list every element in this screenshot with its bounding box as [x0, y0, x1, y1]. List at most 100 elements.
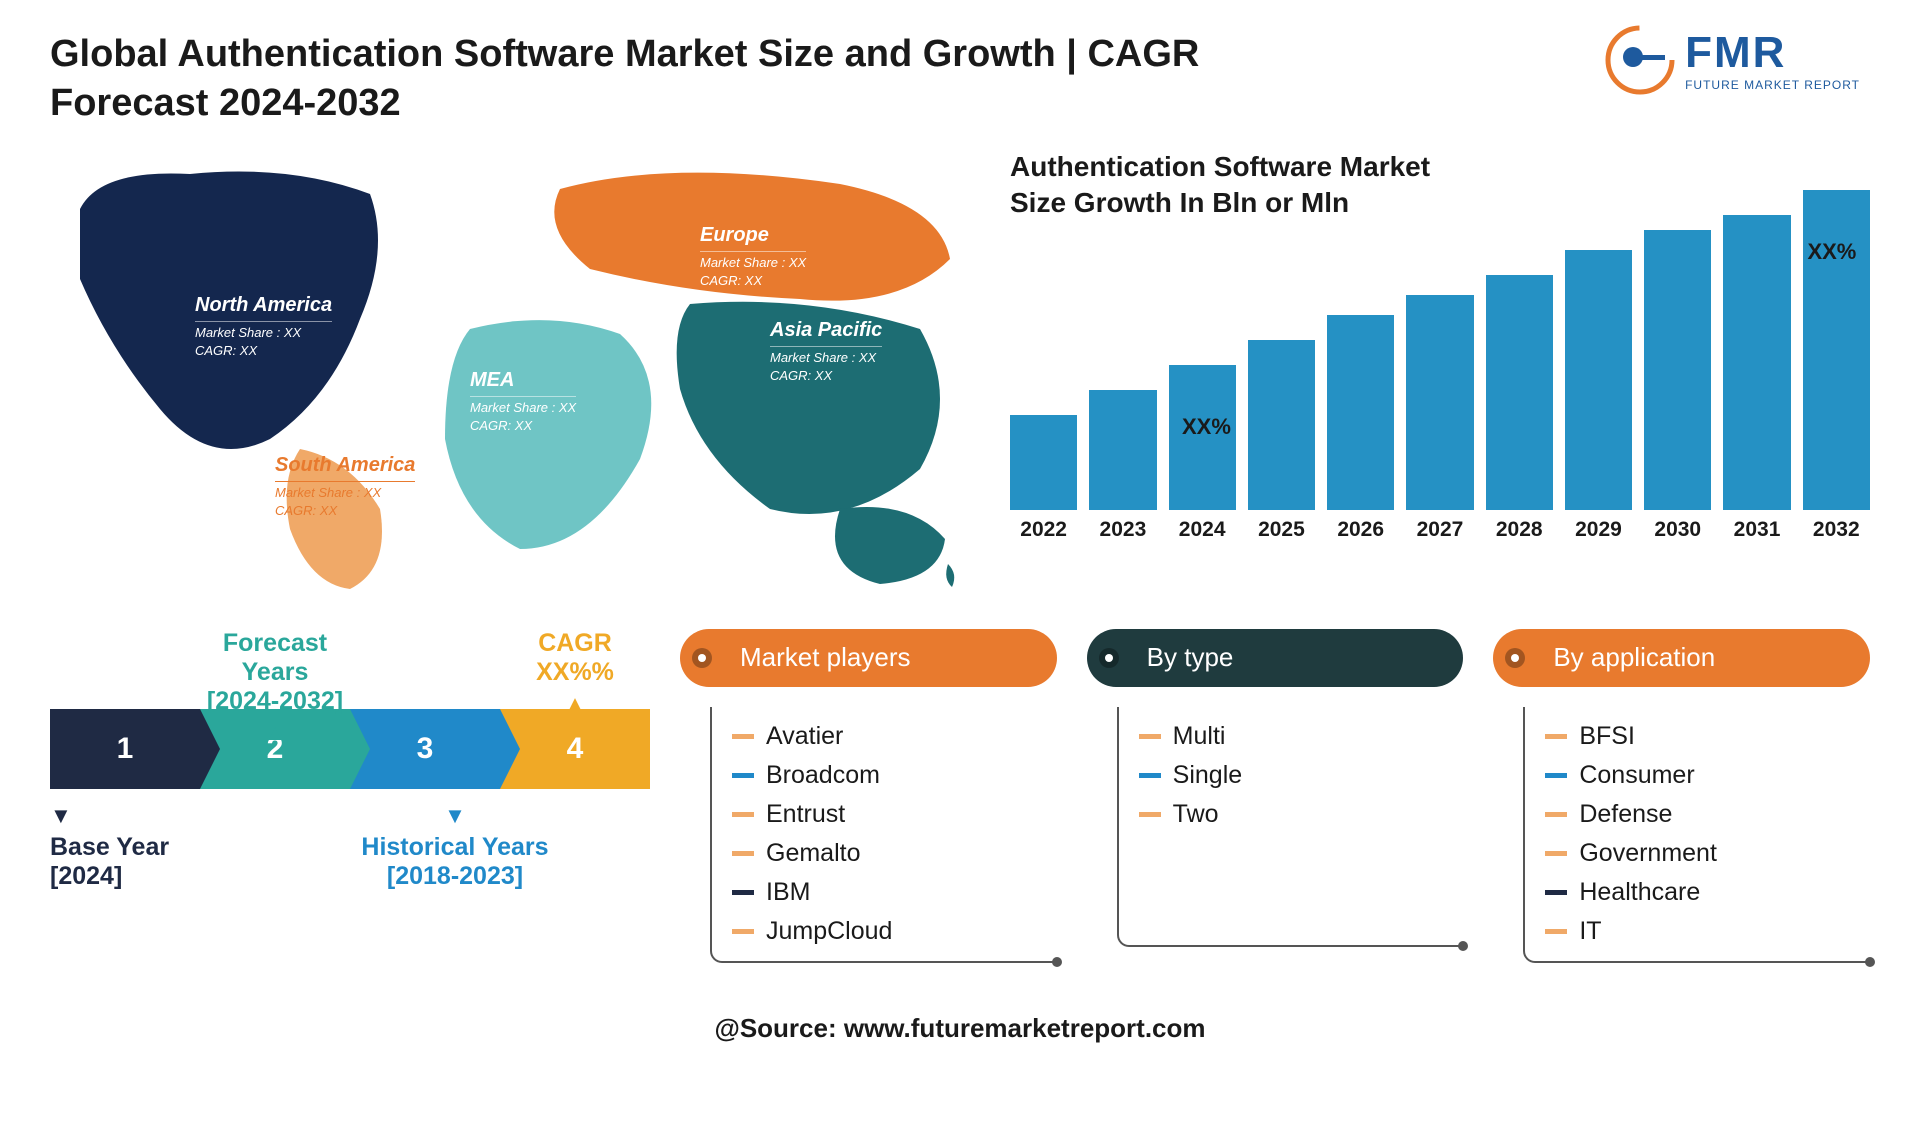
region-cagr: CAGR: XX [195, 340, 332, 358]
timeline-seg-1: 1 [50, 709, 200, 789]
bar-2024: 2024 [1169, 365, 1236, 542]
list-item: Avatier [712, 717, 1057, 756]
timeline-label-cagr: CAGRXX%%▲ [500, 629, 650, 721]
tl-text: Base Year [50, 833, 169, 861]
bar-year-label: 2027 [1417, 518, 1464, 542]
list-item: Entrust [712, 795, 1057, 834]
region-share: Market Share : XX [700, 251, 806, 270]
list-item: Single [1119, 756, 1464, 795]
item-text: Single [1173, 761, 1243, 790]
bar-year-label: 2028 [1496, 518, 1543, 542]
region-name: Europe [700, 224, 806, 247]
fmr-logo: FMR FUTURE MARKET REPORT [1605, 25, 1860, 95]
bar-annotation: XX% [1807, 239, 1856, 265]
region-share: Market Share : XX [770, 346, 882, 365]
bar-year-label: 2023 [1100, 518, 1147, 542]
region-share: Market Share : XX [470, 396, 576, 415]
timeline: 1234 Forecast Years[2024-2032]▲CAGRXX%%▲… [50, 629, 650, 789]
region-mea: MEA Market Share : XX CAGR: XX [470, 369, 576, 433]
page-title: Global Authentication Software Market Si… [50, 30, 1300, 129]
item-mark-icon [732, 773, 754, 778]
region-cagr: CAGR: XX [700, 270, 806, 288]
item-mark-icon [1545, 929, 1567, 934]
item-text: Broadcom [766, 761, 880, 790]
bar-2029: 2029 [1565, 250, 1632, 542]
bar-year-label: 2031 [1734, 518, 1781, 542]
bar-rect [1248, 340, 1315, 510]
bar-year-label: 2032 [1813, 518, 1860, 542]
item-text: Government [1579, 839, 1717, 868]
list-item: Two [1119, 795, 1464, 834]
category-list: Multi Single Two [1117, 707, 1464, 947]
bar-rect [1406, 295, 1473, 510]
region-share: Market Share : XX [275, 481, 415, 500]
logo-text-sub: FUTURE MARKET REPORT [1685, 78, 1860, 92]
bar-year-label: 2030 [1654, 518, 1701, 542]
category-by-application: By applicationBFSIConsumerDefenseGovernm… [1493, 629, 1870, 963]
item-mark-icon [1545, 851, 1567, 856]
bar-rect [1010, 415, 1077, 510]
tl-text: Historical Years [361, 833, 548, 861]
region-name: Asia Pacific [770, 319, 882, 342]
bar-rect [1644, 230, 1711, 510]
item-mark-icon [732, 851, 754, 856]
region-share: Market Share : XX [195, 321, 332, 340]
category-list: BFSI Consumer Defense Government Healthcare I… [1523, 707, 1870, 963]
item-mark-icon [732, 929, 754, 934]
item-text: Multi [1173, 722, 1226, 751]
list-item: Gemalto [712, 834, 1057, 873]
bar-2030: 2030 [1644, 230, 1711, 542]
item-text: BFSI [1579, 722, 1635, 751]
item-mark-icon [1545, 812, 1567, 817]
bar-rect [1565, 250, 1632, 510]
bar-chart-title: Authentication Software Market Size Grow… [1010, 149, 1440, 222]
item-mark-icon [1545, 734, 1567, 739]
tl-text: CAGR [538, 629, 612, 657]
tl-sub: XX%% [536, 658, 614, 686]
bar-annotation: XX% [1182, 414, 1231, 440]
list-item: Broadcom [712, 756, 1057, 795]
bar-rect [1089, 390, 1156, 510]
item-text: Defense [1579, 800, 1672, 829]
category-header: Market players [680, 629, 1057, 687]
list-item: IT [1525, 912, 1870, 951]
item-mark-icon [732, 812, 754, 817]
list-item: Consumer [1525, 756, 1870, 795]
timeline-bar: 1234 [50, 709, 650, 789]
logo-icon [1605, 25, 1675, 95]
region-cagr: CAGR: XX [470, 415, 576, 433]
category-by-type: By type Multi Single Two [1087, 629, 1464, 963]
bar-2022: 2022 [1010, 415, 1077, 542]
category-list: AvatierBroadcomEntrustGemaltoIBMJumpClou… [710, 707, 1057, 963]
category-title: Market players [740, 642, 911, 673]
timeline-seg-3: 3 [350, 709, 500, 789]
source-attribution: @Source: www.futuremarketreport.com [50, 1013, 1870, 1044]
item-mark-icon [1139, 812, 1161, 817]
bar-rect [1486, 275, 1553, 510]
bar-chart: Authentication Software Market Size Grow… [1010, 149, 1870, 589]
region-name: South America [275, 454, 415, 477]
item-mark-icon [1139, 773, 1161, 778]
region-south-america: South America Market Share : XX CAGR: XX [275, 454, 415, 518]
timeline-seg-4: 4 [500, 709, 650, 789]
bullet-icon [692, 648, 712, 668]
category-header: By type [1087, 629, 1464, 687]
bar-chart-bars: 2022202320242025202620272028202920302031… [1010, 242, 1870, 542]
bar-2028: 2028 [1486, 275, 1553, 542]
list-item: IBM [712, 873, 1057, 912]
tl-text: Forecast Years [223, 629, 327, 686]
region-name: MEA [470, 369, 576, 392]
region-europe: Europe Market Share : XX CAGR: XX [700, 224, 806, 288]
bar-2025: 2025 [1248, 340, 1315, 542]
timeline-label-historical: ▼Historical Years[2018-2023] [350, 799, 560, 891]
timeline-label-base-year: ▼Base Year[2024] [50, 799, 240, 891]
item-text: Consumer [1579, 761, 1694, 790]
list-item: Government [1525, 834, 1870, 873]
tl-sub: [2024-2032] [207, 687, 343, 715]
list-item: Healthcare [1525, 873, 1870, 912]
item-text: IT [1579, 917, 1601, 946]
bullet-icon [1099, 648, 1119, 668]
region-asia-pacific: Asia Pacific Market Share : XX CAGR: XX [770, 319, 882, 383]
tl-sub: [2018-2023] [387, 862, 523, 890]
bar-2027: 2027 [1406, 295, 1473, 542]
